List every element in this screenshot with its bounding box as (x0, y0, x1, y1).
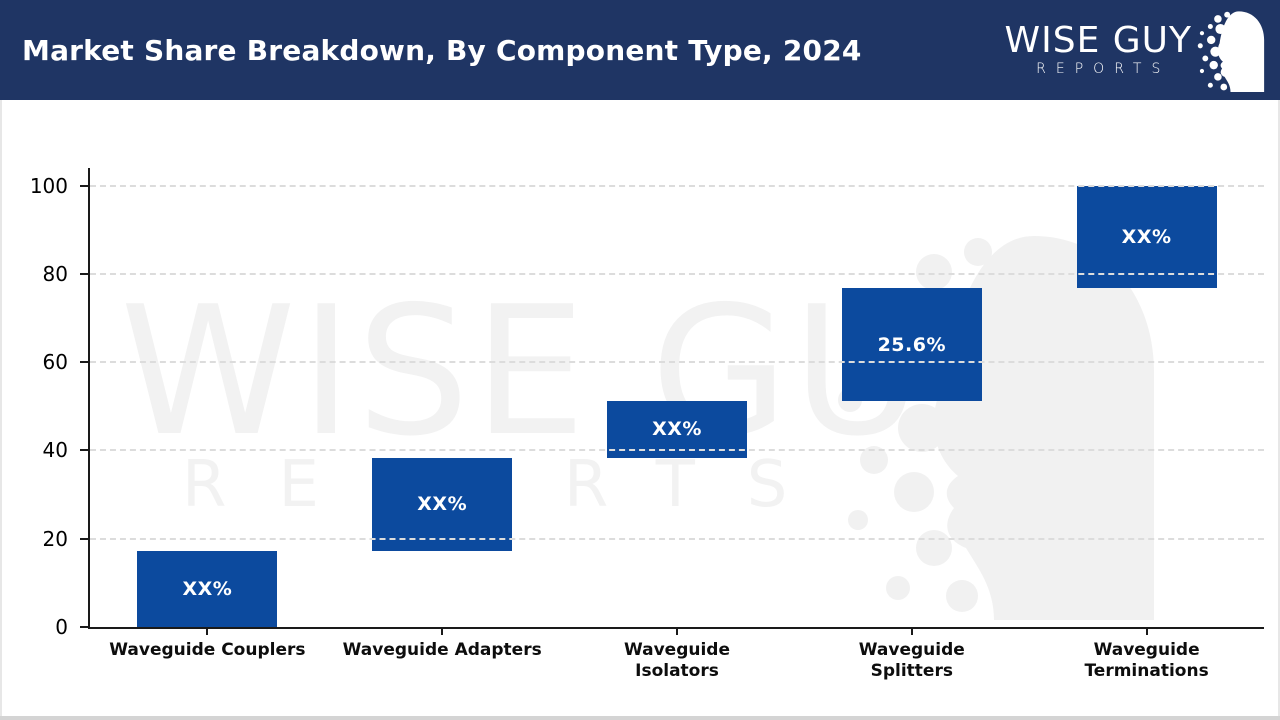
x-axis-tick-mark (1145, 627, 1148, 635)
y-axis-tick-mark (80, 449, 89, 452)
x-axis-tick-mark (910, 627, 913, 635)
y-axis-tick-label: 0 (55, 615, 68, 639)
y-axis-tick-mark (80, 361, 89, 364)
bar-waveguide-terminations: XX% (1076, 185, 1217, 289)
gridline (90, 184, 1264, 187)
gridline (90, 449, 1264, 452)
x-axis-tick-mark (676, 627, 678, 635)
bar-waveguide-splitters: 25.6% (841, 288, 982, 402)
bar-waveguide-isolators: XX% (607, 401, 747, 458)
x-axis-category-label: Waveguide Isolators (560, 640, 794, 682)
y-axis-tick-label: 60 (42, 350, 68, 375)
brand-logo-text: WISE GUY REPORTS (1005, 22, 1193, 78)
y-axis-tick-label: 100 (29, 173, 68, 198)
footer-strip (0, 716, 1280, 720)
bar-waveguide-couplers: XX% (137, 550, 278, 627)
y-axis-tick-label: 20 (42, 526, 68, 551)
x-axis-line (88, 627, 1264, 629)
gridline (90, 272, 1264, 275)
y-axis-tick-mark (80, 184, 89, 187)
page-title: Market Share Breakdown, By Component Typ… (22, 33, 862, 67)
y-axis-tick-mark (80, 626, 89, 628)
y-axis-tick-label: 40 (42, 438, 68, 463)
y-axis-tick-mark (80, 272, 89, 275)
bar-value-label: XX% (417, 493, 468, 516)
y-axis-tick-mark (80, 537, 89, 540)
x-axis-category-label: Waveguide Couplers (90, 640, 324, 661)
x-axis-category-label: Waveguide Terminations (1030, 640, 1264, 682)
x-axis-tick-mark (441, 627, 444, 635)
plot-area: XX% XX% XX% 25.6% XX% 0 20 40 60 80 100 Waveguide C… (30, 168, 1264, 681)
category-label-line: Waveguide (1093, 640, 1200, 660)
category-label-line: Waveguide Adapters (342, 640, 542, 660)
brand-subtitle: REPORTS (1036, 61, 1171, 77)
category-label-line: Terminations (1084, 661, 1209, 681)
face-profile-icon (1197, 11, 1265, 92)
category-label-line: Waveguide (858, 640, 965, 660)
category-label-line: Splitters (870, 661, 953, 681)
gridline (90, 537, 1264, 540)
x-axis-category-label: Waveguide Splitters (795, 640, 1029, 682)
header: Market Share Breakdown, By Component Typ… (0, 0, 1280, 100)
category-label-line: Waveguide Couplers (109, 640, 306, 660)
gridline (90, 361, 1264, 364)
chart-area: WISE GUY REPORTS XX%XX%XX%25.6%XX%020406… (0, 100, 1280, 716)
bar-waveguide-adapters: XX% (372, 457, 513, 551)
brand-logo: WISE GUY REPORTS (1005, 8, 1271, 92)
bar-value-label: XX% (182, 577, 233, 600)
brand-name: WISE GUY (1004, 20, 1192, 61)
category-label-line: Isolators (635, 661, 719, 681)
bar-value-label: XX% (652, 418, 702, 441)
x-axis-tick-mark (206, 627, 209, 635)
x-axis-category-label: Waveguide Adapters (325, 640, 559, 661)
y-axis-tick-label: 80 (42, 261, 68, 286)
category-label-line: Waveguide (623, 640, 731, 660)
bar-value-label: 25.6% (877, 333, 946, 356)
bar-value-label: XX% (1121, 225, 1172, 248)
y-axis-line (88, 168, 90, 629)
